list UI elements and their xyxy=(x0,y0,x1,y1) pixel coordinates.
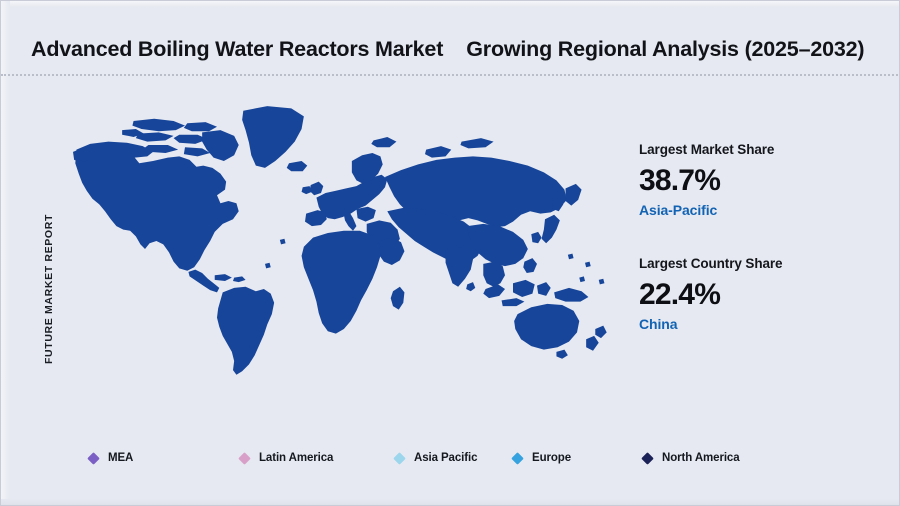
landmass-baffin xyxy=(202,130,239,161)
statistics-panel: Largest Market Share 38.7% Asia-Pacific … xyxy=(639,141,884,357)
landmass-philippines xyxy=(523,258,537,273)
landmass-india xyxy=(445,246,473,287)
market-share-region: Asia-Pacific xyxy=(639,202,718,218)
landmass-tasmania xyxy=(556,349,568,359)
legend-diamond-icon xyxy=(511,451,524,465)
landmass-atlantic-islet-1 xyxy=(279,238,286,245)
legend-item[interactable]: North America xyxy=(641,448,740,468)
landmass-arctic-island-4 xyxy=(173,134,208,144)
legend-item-label: Asia Pacific xyxy=(414,452,478,464)
landmass-europe xyxy=(316,174,388,220)
country-share-label: Largest Country Share xyxy=(639,256,783,271)
landmass-arctic-island-1 xyxy=(132,118,185,132)
landmass-atlantic-islet-2 xyxy=(265,262,271,269)
landmass-pacific-islet-2 xyxy=(585,261,591,268)
landmass-madagascar xyxy=(390,286,405,310)
landmass-arctic-russia-isl xyxy=(460,138,494,149)
landmass-russia xyxy=(385,156,567,228)
landmass-korea xyxy=(531,231,542,244)
world-map-landmasses xyxy=(73,106,607,375)
market-share-value: 38.7% xyxy=(639,164,721,197)
title-divider xyxy=(1,74,899,76)
stat-block-market-share: Largest Market Share 38.7% Asia-Pacific xyxy=(639,141,884,219)
world-map xyxy=(67,97,639,409)
landmass-china xyxy=(467,223,528,267)
legend-item-label: North America xyxy=(662,452,740,464)
landmass-new-zealand-n xyxy=(595,325,607,339)
bottom-edge-shade xyxy=(1,499,899,505)
landmass-arctic-island-3 xyxy=(135,132,174,142)
landmass-balkans xyxy=(356,206,376,222)
landmass-sakhalin xyxy=(551,197,564,212)
landmass-sri-lanka xyxy=(466,282,476,292)
landmass-italy xyxy=(343,212,357,231)
legend-diamond-icon xyxy=(87,451,100,465)
map-legend: MEA Latin America Asia Pacific Europe North … xyxy=(87,448,849,470)
landmass-caribbean-2 xyxy=(233,276,246,283)
title-bar: Advanced Boiling Water Reactors Market G… xyxy=(1,1,899,74)
legend-item-label: Europe xyxy=(532,452,572,464)
landmass-central-america xyxy=(188,269,220,293)
legend-item[interactable]: Asia Pacific xyxy=(393,448,478,468)
landmass-pacific-islet-3 xyxy=(598,278,605,285)
landmass-java xyxy=(501,298,525,307)
landmass-sumatra xyxy=(483,284,505,299)
stat-block-country-share: Largest Country Share 22.4% China xyxy=(639,255,884,333)
landmass-sulawesi xyxy=(537,282,551,296)
landmass-pacific-islet-4 xyxy=(579,276,585,283)
landmass-british-isles xyxy=(309,181,324,196)
legend-item[interactable]: Latin America xyxy=(238,448,334,468)
world-map-svg xyxy=(73,106,607,375)
market-share-label: Largest Market Share xyxy=(639,142,775,157)
landmass-north-america xyxy=(75,141,239,271)
legend-item[interactable]: Europe xyxy=(511,448,572,468)
landmass-pacific-islet-1 xyxy=(567,253,574,260)
landmass-arctic-island-7 xyxy=(122,129,144,137)
landmass-kamchatka xyxy=(565,183,582,206)
landmass-novaya-zemlya xyxy=(425,146,452,158)
landmass-south-atlantic-islet xyxy=(249,342,255,349)
landmass-caribbean-1 xyxy=(214,274,232,281)
landmass-new-zealand-s xyxy=(586,335,599,351)
country-share-region: China xyxy=(639,316,678,332)
legend-item[interactable]: MEA xyxy=(87,448,134,468)
landmass-south-america xyxy=(217,286,275,375)
country-share-value: 22.4% xyxy=(639,278,721,311)
landmass-iberia xyxy=(305,210,327,227)
legend-diamond-icon xyxy=(238,451,251,465)
landmass-arabia xyxy=(377,237,405,265)
landmass-arctic-island-6 xyxy=(183,147,211,157)
landmass-alaska xyxy=(73,147,97,163)
landmass-iceland xyxy=(286,161,308,172)
landmass-new-guinea xyxy=(554,287,589,302)
landmass-borneo xyxy=(513,279,535,297)
legend-diamond-icon xyxy=(641,451,654,465)
landmass-arctic-island-2 xyxy=(183,122,217,132)
page-title: Advanced Boiling Water Reactors Market G… xyxy=(31,37,865,61)
landmass-ireland xyxy=(301,186,312,195)
landmass-greenland xyxy=(242,106,304,168)
legend-diamond-icon xyxy=(393,451,406,465)
landmass-africa xyxy=(301,230,381,334)
legend-item-label: MEA xyxy=(108,452,134,464)
left-edge-highlight xyxy=(1,1,10,505)
landmass-japan xyxy=(541,214,560,244)
landmass-scandinavia xyxy=(351,153,383,184)
landmass-southeast-asia xyxy=(483,261,505,287)
landmass-australia xyxy=(514,303,580,350)
vertical-brand-label: FUTURE MARKET REPORT xyxy=(43,213,55,365)
landmass-svalbard xyxy=(371,137,397,148)
legend-item-label: Latin America xyxy=(259,452,334,464)
landmass-arctic-island-5 xyxy=(143,145,179,153)
